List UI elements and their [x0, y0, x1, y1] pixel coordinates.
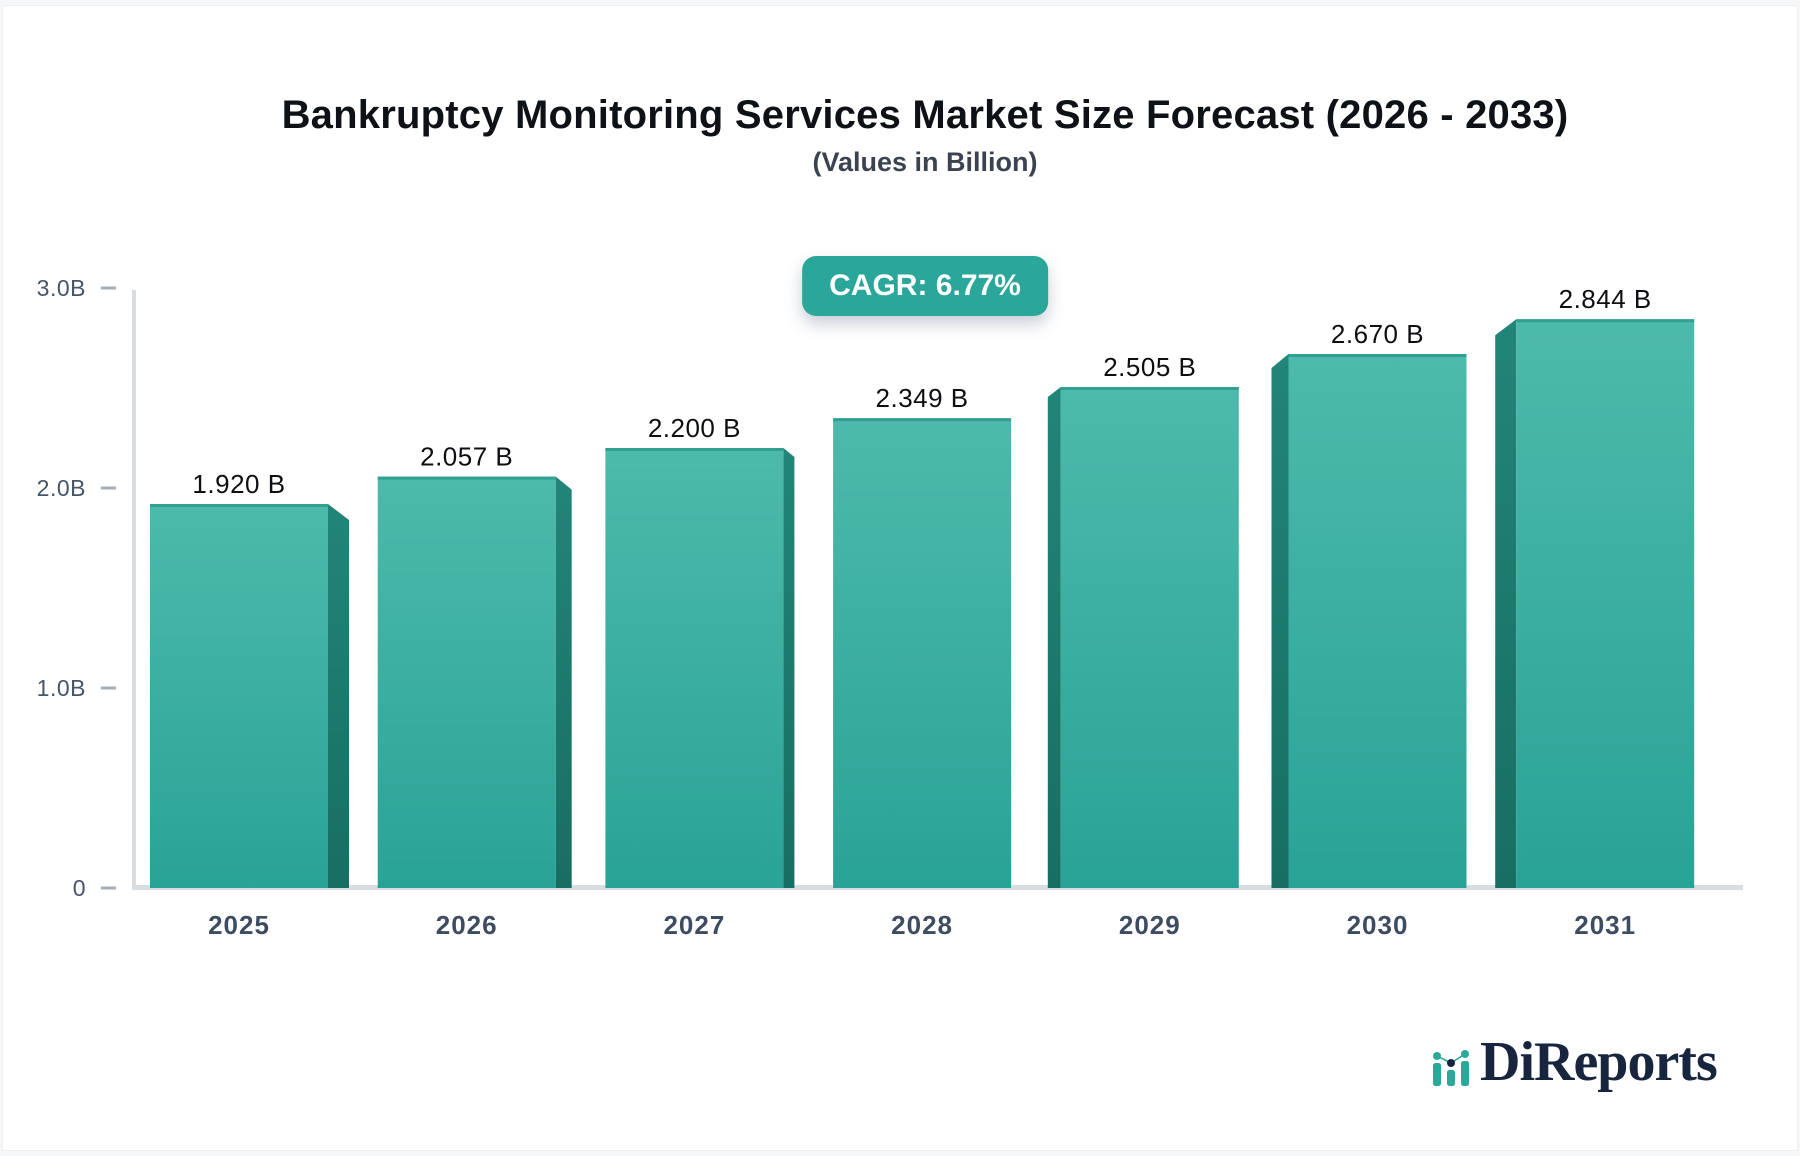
bar-side-face — [328, 504, 349, 888]
bar-top-edge — [605, 448, 784, 451]
x-category-label: 2031 — [1574, 910, 1636, 940]
cagr-badge: CAGR: 6.77% — [802, 256, 1048, 316]
bar-value-label: 2.057 B — [420, 442, 513, 472]
bar-top-edge — [1060, 387, 1239, 390]
bar-side-face — [1271, 354, 1289, 888]
bar-value-label: 2.349 B — [876, 383, 969, 413]
chart-header: Bankruptcy Monitoring Services Market Si… — [0, 92, 1800, 178]
y-tick-dash — [101, 686, 116, 690]
bar-2025: 1.920 B 2025 — [150, 469, 349, 940]
y-tick-dash — [101, 486, 116, 490]
bar-front-face — [605, 448, 784, 888]
y-tick-dash — [101, 286, 116, 290]
y-tick-label: 0 — [73, 875, 86, 901]
bar-front-face — [833, 418, 1012, 888]
bar-2031: 2.844 B 2031 — [1495, 284, 1695, 940]
bar-top-edge — [833, 418, 1012, 422]
bar-value-label: 2.505 B — [1103, 352, 1196, 382]
y-tick-label: 3.0B — [37, 275, 86, 301]
chart-title: Bankruptcy Monitoring Services Market Si… — [281, 93, 1569, 137]
x-category-label: 2026 — [436, 910, 498, 940]
bar-front-face — [1060, 387, 1239, 888]
y-tick-label: 2.0B — [37, 475, 86, 501]
bar-front-face — [150, 504, 328, 888]
bar-side-face — [555, 476, 572, 888]
x-category-label: 2028 — [891, 910, 953, 940]
bar-2028: 2.349 B 2028 — [833, 383, 1012, 940]
bar-front-face — [377, 476, 556, 888]
chart-subtitle: (Values in Billion) — [812, 147, 1038, 177]
bar-value-label: 1.920 B — [192, 469, 285, 499]
brand-name: DiReports — [1480, 1031, 1718, 1093]
bar-value-label: 2.200 B — [648, 413, 741, 443]
bar-top-edge — [1516, 319, 1695, 323]
bar-2026: 2.057 B 2026 — [377, 442, 572, 940]
bar-value-label: 2.670 B — [1331, 319, 1424, 349]
bar-value-label: 2.844 B — [1559, 284, 1652, 314]
x-category-label: 2027 — [663, 910, 725, 940]
bar-front-face — [1516, 319, 1695, 888]
bar-top-edge — [1288, 354, 1467, 357]
bar-top-edge — [377, 476, 556, 480]
x-category-label: 2025 — [208, 910, 270, 940]
y-tick-dash — [101, 886, 116, 890]
bar-chart-icon — [1433, 1050, 1469, 1086]
bar-side-face — [1495, 319, 1517, 888]
bar-side-face — [1047, 387, 1061, 888]
bar-front-face — [1288, 354, 1467, 888]
y-tick-label: 1.0B — [37, 675, 86, 701]
y-axis-line — [132, 290, 136, 888]
x-category-label: 2029 — [1119, 910, 1181, 940]
brand-logo: DiReports — [1430, 1031, 1718, 1093]
bar-2030: 2.670 B 2030 — [1271, 319, 1467, 940]
bar-2027: 2.200 B 2027 — [605, 413, 795, 940]
bar-2029: 2.505 B 2029 — [1047, 352, 1239, 940]
bar-side-face — [783, 448, 795, 888]
x-category-label: 2030 — [1347, 910, 1409, 940]
bar-top-edge — [150, 504, 328, 507]
